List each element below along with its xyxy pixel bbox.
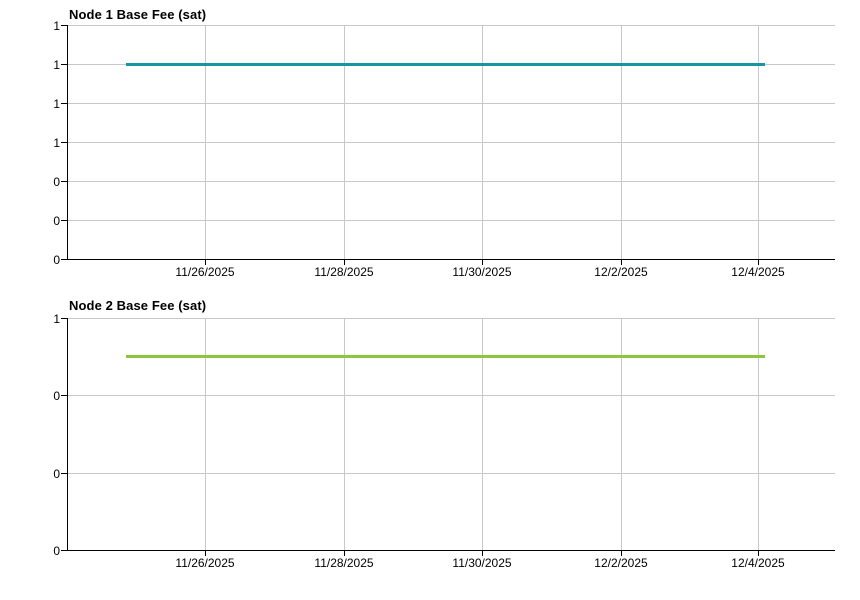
y-tick-mark <box>61 64 67 65</box>
gridline-horizontal <box>67 103 835 104</box>
gridline-vertical <box>758 25 759 259</box>
x-tick-mark <box>482 550 483 556</box>
x-axis-line-node-1 <box>67 259 835 260</box>
y-axis-line-node-1 <box>67 25 68 260</box>
y-tick-mark <box>61 142 67 143</box>
x-tick-label: 12/2/2025 <box>594 265 648 279</box>
gridline-vertical <box>482 25 483 259</box>
chart-panel-node-1: Node 1 Base Fee (sat) 1 1 1 1 0 0 0 <box>0 0 860 296</box>
x-tick-mark <box>758 259 759 265</box>
gridline-vertical <box>482 318 483 550</box>
x-tick-label: 12/4/2025 <box>731 556 785 570</box>
gridline-horizontal <box>67 220 835 221</box>
gridline-horizontal <box>67 181 835 182</box>
y-tick-mark <box>61 473 67 474</box>
y-axis-line-node-2 <box>67 318 68 551</box>
gridline-horizontal <box>67 142 835 143</box>
x-tick-label: 11/30/2025 <box>452 265 512 279</box>
x-tick-label: 11/26/2025 <box>175 556 235 570</box>
chart-title-node-2: Node 2 Base Fee (sat) <box>69 298 207 313</box>
x-tick-label: 12/2/2025 <box>594 556 648 570</box>
gridline-vertical <box>205 25 206 259</box>
y-tick-label: 1 <box>53 136 60 150</box>
y-tick-mark <box>61 395 67 396</box>
gridline-vertical <box>621 318 622 550</box>
plot-area-node-2 <box>61 318 835 551</box>
y-tick-mark <box>61 318 67 319</box>
x-tick-label: 11/26/2025 <box>175 265 235 279</box>
y-tick-label: 0 <box>53 467 60 481</box>
x-tick-mark <box>758 550 759 556</box>
gridline-horizontal <box>67 25 835 26</box>
y-tick-label: 1 <box>53 312 60 326</box>
gridline-vertical <box>344 25 345 259</box>
y-tick-mark <box>61 220 67 221</box>
y-tick-label: 1 <box>53 58 60 72</box>
y-tick-mark <box>61 103 67 104</box>
gridline-vertical <box>758 318 759 550</box>
chart-title-node-1: Node 1 Base Fee (sat) <box>69 7 207 22</box>
gridline-horizontal <box>67 473 835 474</box>
series-line-node-1 <box>126 63 765 66</box>
y-tick-mark <box>61 259 67 260</box>
y-tick-mark <box>61 25 67 26</box>
y-tick-mark <box>61 550 67 551</box>
x-tick-mark <box>344 550 345 556</box>
x-tick-mark <box>344 259 345 265</box>
y-tick-label: 0 <box>53 544 60 558</box>
gridline-vertical <box>621 25 622 259</box>
gridline-horizontal <box>67 318 835 319</box>
chart-panel-node-2: Node 2 Base Fee (sat) 1 0 0 0 11/26/2025… <box>0 292 860 600</box>
y-tick-label: 0 <box>53 175 60 189</box>
gridline-horizontal <box>67 395 835 396</box>
x-tick-label: 12/4/2025 <box>731 265 785 279</box>
x-tick-mark <box>205 259 206 265</box>
x-tick-mark <box>205 550 206 556</box>
y-tick-mark <box>61 181 67 182</box>
gridline-vertical <box>205 318 206 550</box>
plot-area-node-1 <box>61 25 835 260</box>
y-tick-label: 1 <box>53 19 60 33</box>
y-tick-label: 1 <box>53 97 60 111</box>
y-tick-label: 0 <box>53 389 60 403</box>
y-tick-label: 0 <box>53 214 60 228</box>
x-tick-mark <box>621 550 622 556</box>
x-tick-mark <box>621 259 622 265</box>
x-tick-label: 11/28/2025 <box>314 265 374 279</box>
x-tick-label: 11/30/2025 <box>452 556 512 570</box>
x-tick-mark <box>482 259 483 265</box>
y-tick-label: 0 <box>53 253 60 267</box>
x-tick-label: 11/28/2025 <box>314 556 374 570</box>
x-axis-line-node-2 <box>67 550 835 551</box>
gridline-vertical <box>344 318 345 550</box>
series-line-node-2 <box>126 355 765 358</box>
